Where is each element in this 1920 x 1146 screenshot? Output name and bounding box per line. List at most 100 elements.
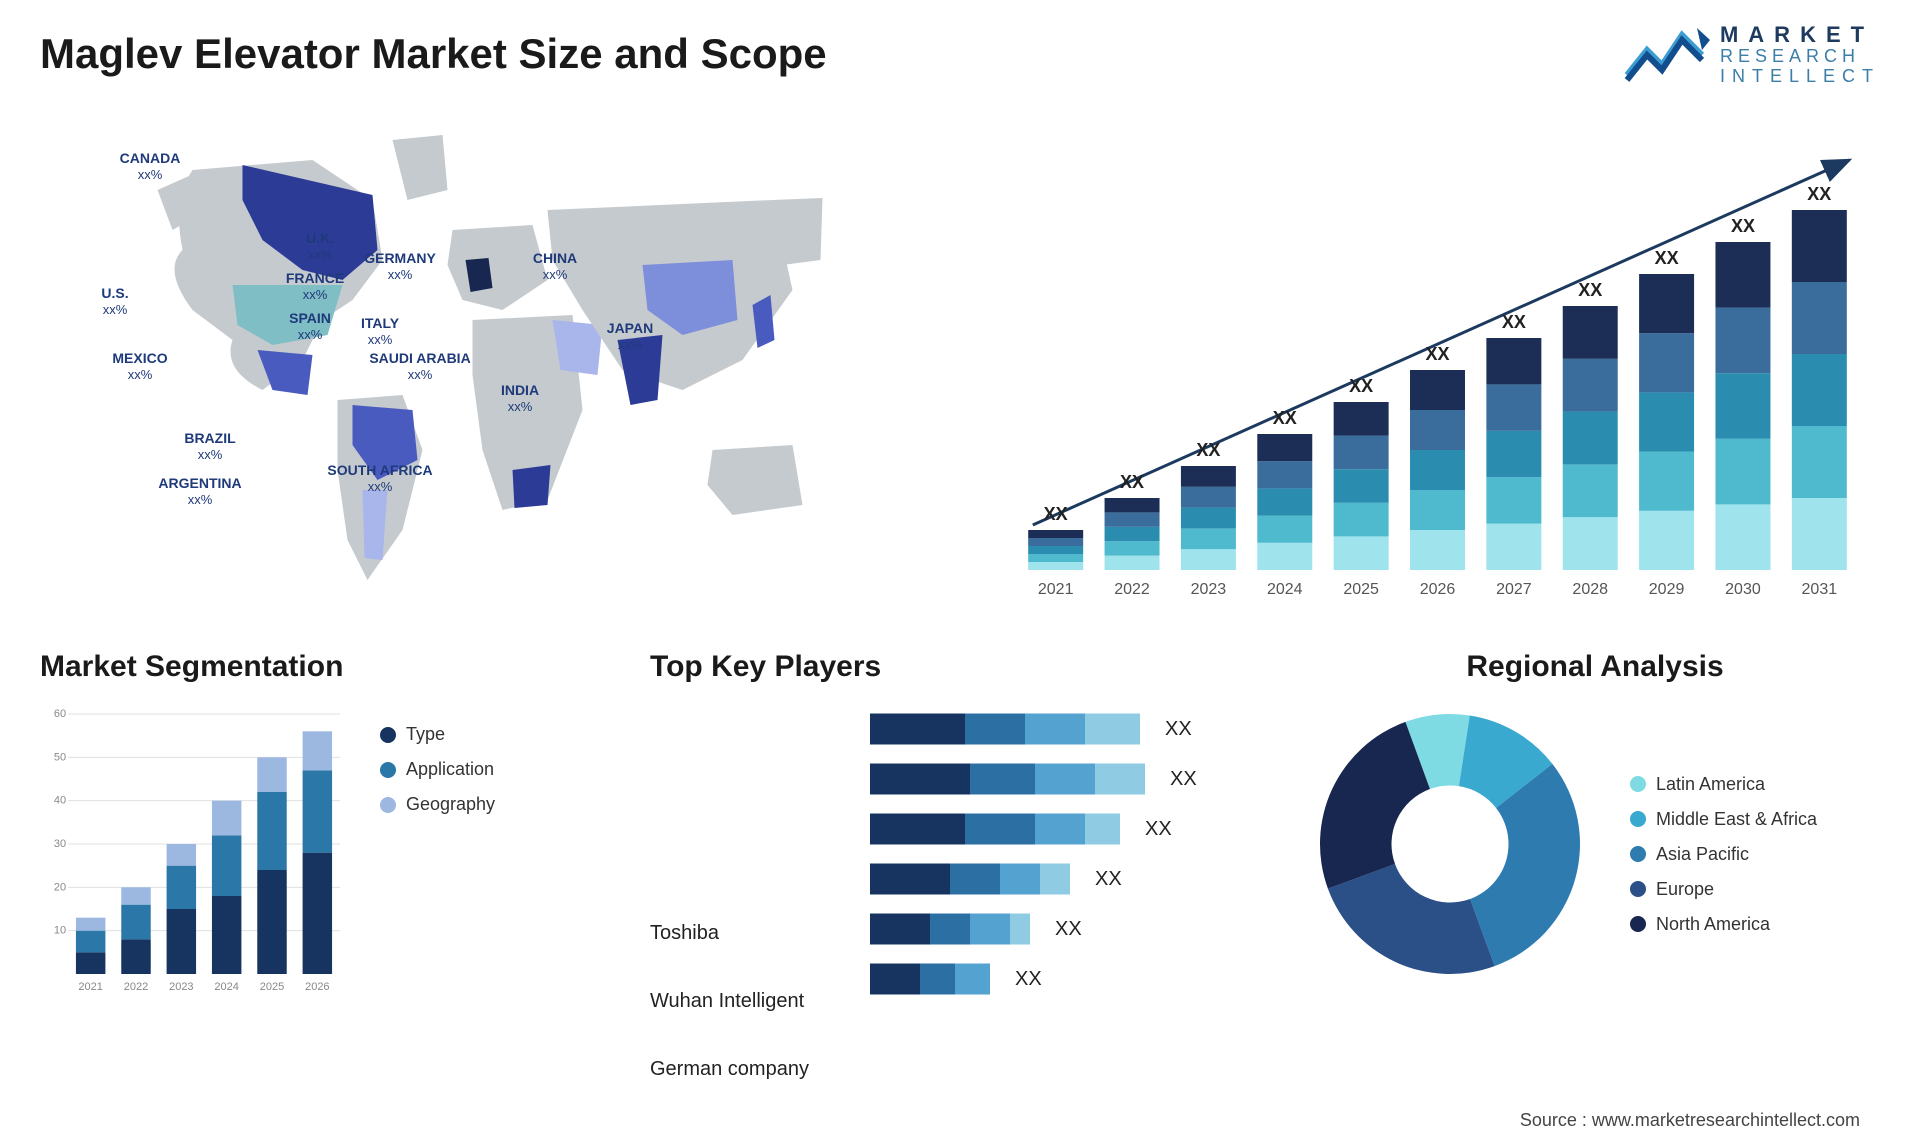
- map-label-france: FRANCExx%: [286, 270, 344, 302]
- player-label: Toshiba: [650, 908, 850, 958]
- svg-text:XX: XX: [1120, 472, 1144, 492]
- svg-text:40: 40: [54, 795, 66, 807]
- key-players-title: Top Key Players: [650, 650, 1270, 684]
- svg-text:2024: 2024: [214, 981, 238, 993]
- regional-legend-item: Middle East & Africa: [1630, 809, 1817, 830]
- regional-donut-wrap: [1310, 704, 1590, 984]
- regional-donut: [1310, 704, 1590, 984]
- svg-text:2021: 2021: [1038, 581, 1074, 598]
- svg-text:XX: XX: [1807, 184, 1831, 204]
- svg-text:30: 30: [54, 838, 66, 850]
- map-label-saudi-arabia: SAUDI ARABIAxx%: [369, 350, 470, 382]
- svg-text:2025: 2025: [1343, 581, 1379, 598]
- key-players-section: Top Key Players Toshiba Wuhan Intelligent…: [650, 650, 1270, 1099]
- svg-text:XX: XX: [1015, 968, 1042, 990]
- svg-text:2023: 2023: [1191, 581, 1227, 598]
- player-label: Wuhan Intelligent: [650, 976, 850, 1026]
- svg-text:XX: XX: [1731, 216, 1755, 236]
- logo-icon: [1622, 20, 1712, 90]
- key-players-chart: XX XX XX XX XX XX: [870, 704, 1270, 1004]
- map-label-brazil: BRAZILxx%: [184, 430, 235, 462]
- segmentation-section: Market Segmentation 10203040506020212022…: [40, 650, 610, 1099]
- logo-line1: MARKET: [1720, 23, 1880, 47]
- map-label-china: CHINAxx%: [533, 250, 577, 282]
- svg-text:2029: 2029: [1649, 581, 1685, 598]
- svg-text:XX: XX: [1055, 918, 1082, 940]
- svg-text:XX: XX: [1145, 818, 1172, 840]
- header: Maglev Elevator Market Size and Scope MA…: [40, 20, 1880, 90]
- legend-swatch: [1630, 776, 1646, 792]
- map-label-canada: CANADAxx%: [120, 150, 181, 182]
- logo-text: MARKET RESEARCH INTELLECT: [1720, 23, 1880, 87]
- svg-text:XX: XX: [1165, 718, 1192, 740]
- map-label-italy: ITALYxx%: [361, 315, 399, 347]
- svg-text:2021: 2021: [78, 981, 102, 993]
- svg-text:XX: XX: [1655, 248, 1679, 268]
- bottom-row: Market Segmentation 10203040506020212022…: [40, 650, 1880, 1099]
- segmentation-legend-item: Type: [380, 724, 495, 745]
- regional-legend: Latin America Middle East & Africa Asia Pa…: [1630, 774, 1817, 935]
- legend-label: Middle East & Africa: [1656, 809, 1817, 830]
- map-label-mexico: MEXICOxx%: [112, 350, 167, 382]
- legend-label: Latin America: [1656, 774, 1765, 795]
- legend-label: North America: [1656, 914, 1770, 935]
- legend-swatch: [380, 797, 396, 813]
- svg-text:2023: 2023: [169, 981, 193, 993]
- brand-logo: MARKET RESEARCH INTELLECT: [1622, 20, 1880, 90]
- map-label-germany: GERMANYxx%: [364, 250, 436, 282]
- segmentation-legend-item: Application: [380, 759, 495, 780]
- svg-text:2030: 2030: [1725, 581, 1761, 598]
- regional-title: Regional Analysis: [1310, 650, 1880, 684]
- player-label: German company: [650, 1044, 850, 1094]
- svg-text:20: 20: [54, 881, 66, 893]
- legend-swatch: [1630, 811, 1646, 827]
- top-row: CANADAxx% U.S.xx% MEXICOxx% BRAZILxx% ARGENT…: [40, 110, 1880, 620]
- svg-text:2024: 2024: [1267, 581, 1303, 598]
- logo-line2: RESEARCH: [1720, 47, 1880, 67]
- growth-chart-panel: XX2021XX2022XX2023XX2024XX2025XX2026XX20…: [975, 110, 1880, 620]
- svg-text:2022: 2022: [1114, 581, 1150, 598]
- world-map-panel: CANADAxx% U.S.xx% MEXICOxx% BRAZILxx% ARGENT…: [40, 110, 945, 620]
- svg-text:XX: XX: [1273, 408, 1297, 428]
- regional-legend-item: North America: [1630, 914, 1817, 935]
- regional-legend-item: Europe: [1630, 879, 1817, 900]
- legend-swatch: [1630, 881, 1646, 897]
- svg-text:XX: XX: [1095, 868, 1122, 890]
- svg-text:2025: 2025: [260, 981, 284, 993]
- legend-swatch: [1630, 916, 1646, 932]
- svg-text:50: 50: [54, 751, 66, 763]
- segmentation-legend: Type Application Geography: [380, 724, 495, 815]
- svg-text:2026: 2026: [305, 981, 329, 993]
- map-label-japan: JAPANxx%: [607, 320, 653, 352]
- map-label-u-k-: U.K.xx%: [306, 230, 334, 262]
- legend-swatch: [380, 762, 396, 778]
- svg-text:XX: XX: [1349, 376, 1373, 396]
- svg-text:XX: XX: [1170, 768, 1197, 790]
- svg-text:XX: XX: [1425, 344, 1449, 364]
- logo-line3: INTELLECT: [1720, 67, 1880, 87]
- regional-section: Regional Analysis Latin America Middle Ea…: [1310, 650, 1880, 1099]
- map-label-spain: SPAINxx%: [289, 310, 331, 342]
- svg-text:XX: XX: [1578, 280, 1602, 300]
- world-map: [40, 110, 945, 620]
- legend-label: Application: [406, 759, 494, 780]
- legend-label: Europe: [1656, 879, 1714, 900]
- segmentation-title: Market Segmentation: [40, 650, 610, 684]
- svg-text:XX: XX: [1196, 440, 1220, 460]
- svg-text:60: 60: [54, 708, 66, 720]
- map-label-u-s-: U.S.xx%: [101, 285, 128, 317]
- key-players-labels: Toshiba Wuhan Intelligent German company: [650, 704, 850, 1099]
- legend-label: Geography: [406, 794, 495, 815]
- regional-legend-item: Latin America: [1630, 774, 1817, 795]
- segmentation-chart: 102030405060202120222023202420252026: [40, 704, 350, 1004]
- svg-text:2031: 2031: [1802, 581, 1838, 598]
- svg-text:2027: 2027: [1496, 581, 1532, 598]
- page-title: Maglev Elevator Market Size and Scope: [40, 30, 827, 78]
- map-label-south-africa: SOUTH AFRICAxx%: [327, 462, 432, 494]
- svg-text:10: 10: [54, 925, 66, 937]
- map-label-argentina: ARGENTINAxx%: [158, 475, 241, 507]
- legend-label: Type: [406, 724, 445, 745]
- legend-label: Asia Pacific: [1656, 844, 1749, 865]
- legend-swatch: [380, 727, 396, 743]
- svg-text:XX: XX: [1502, 312, 1526, 332]
